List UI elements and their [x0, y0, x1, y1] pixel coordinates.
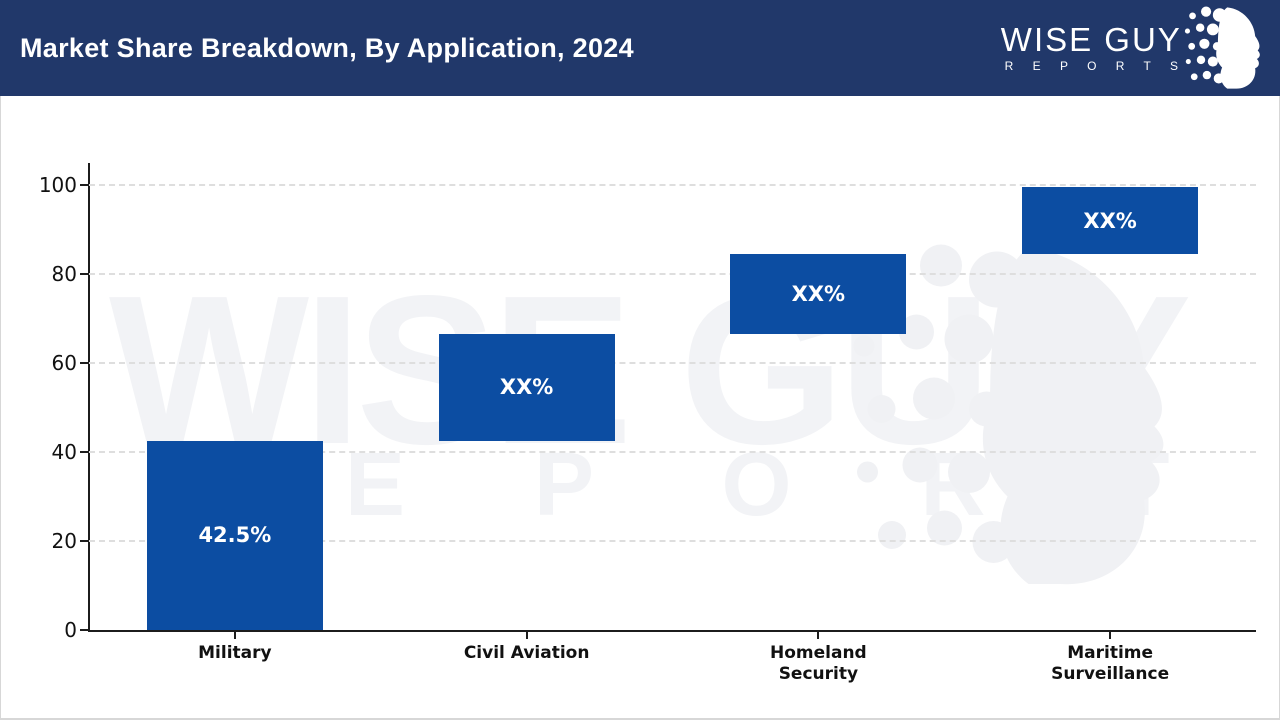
logo-text: WISE GUY R E P O R T S	[997, 21, 1186, 74]
x-tick-civil-aviation	[525, 632, 528, 639]
chart-plot-area: 0 20 40 60 80 100 42.5% Military XX% Civil Aviati…	[1, 96, 1279, 718]
bar-value-label-maritime-surveillance: XX%	[1083, 208, 1137, 233]
x-tick-maritime-surveillance	[1109, 632, 1112, 639]
y-tick-20	[80, 540, 89, 542]
y-tick-label-80: 80	[51, 262, 77, 286]
page-title: Market Share Breakdown, By Application, …	[20, 32, 634, 63]
x-tick-military	[233, 632, 236, 639]
category-label-homeland-security: Homeland Security	[770, 643, 867, 684]
category-label-civil-aviation: Civil Aviation	[463, 643, 590, 663]
bar-value-label-civil-aviation: XX%	[499, 375, 554, 400]
bar-military: 42.5%	[146, 440, 323, 630]
gridline-100	[89, 184, 1256, 186]
y-tick-label-60: 60	[51, 351, 77, 375]
category-label-military: Military	[198, 643, 272, 663]
wiseguy-logo: WISE GUY R E P O R T S	[997, 4, 1266, 92]
header-bar: Market Share Breakdown, By Application, …	[0, 0, 1280, 96]
y-tick-0	[80, 629, 89, 631]
watermark-head-icon	[853, 244, 1164, 585]
bar-homeland-security: XX%	[730, 253, 907, 335]
x-axis-line	[88, 630, 1256, 632]
y-tick-40	[80, 451, 89, 453]
bar-civil-aviation: XX%	[438, 334, 615, 441]
bar-value-label-military: 42.5%	[198, 523, 272, 548]
x-tick-homeland-security	[817, 632, 820, 639]
gridline-20	[89, 540, 1256, 542]
y-axis-line	[88, 163, 90, 632]
chart-content-area: WISE GU·Y R E P O R T S 02040608010042.5…	[0, 96, 1280, 720]
y-tick-label-100: 100	[38, 173, 77, 197]
logo-subtext: R E P O R T S	[1004, 59, 1186, 73]
y-tick-label-40: 40	[51, 440, 77, 464]
gridline-80	[89, 273, 1256, 275]
gridline-40	[89, 451, 1256, 453]
logo-head-icon	[1184, 6, 1260, 89]
gridline-60	[89, 362, 1256, 364]
logo-wordmark: WISE GUY	[1000, 21, 1182, 58]
y-tick-100	[80, 184, 89, 186]
y-tick-60	[80, 362, 89, 364]
y-tick-label-0: 0	[64, 618, 77, 642]
bar-maritime-surveillance: XX%	[1022, 187, 1199, 254]
category-label-maritime-surveillance: Maritime Surveillance	[1051, 643, 1170, 684]
y-tick-label-20: 20	[51, 529, 77, 553]
bar-value-label-homeland-security: XX%	[791, 282, 846, 307]
y-tick-80	[80, 273, 89, 275]
